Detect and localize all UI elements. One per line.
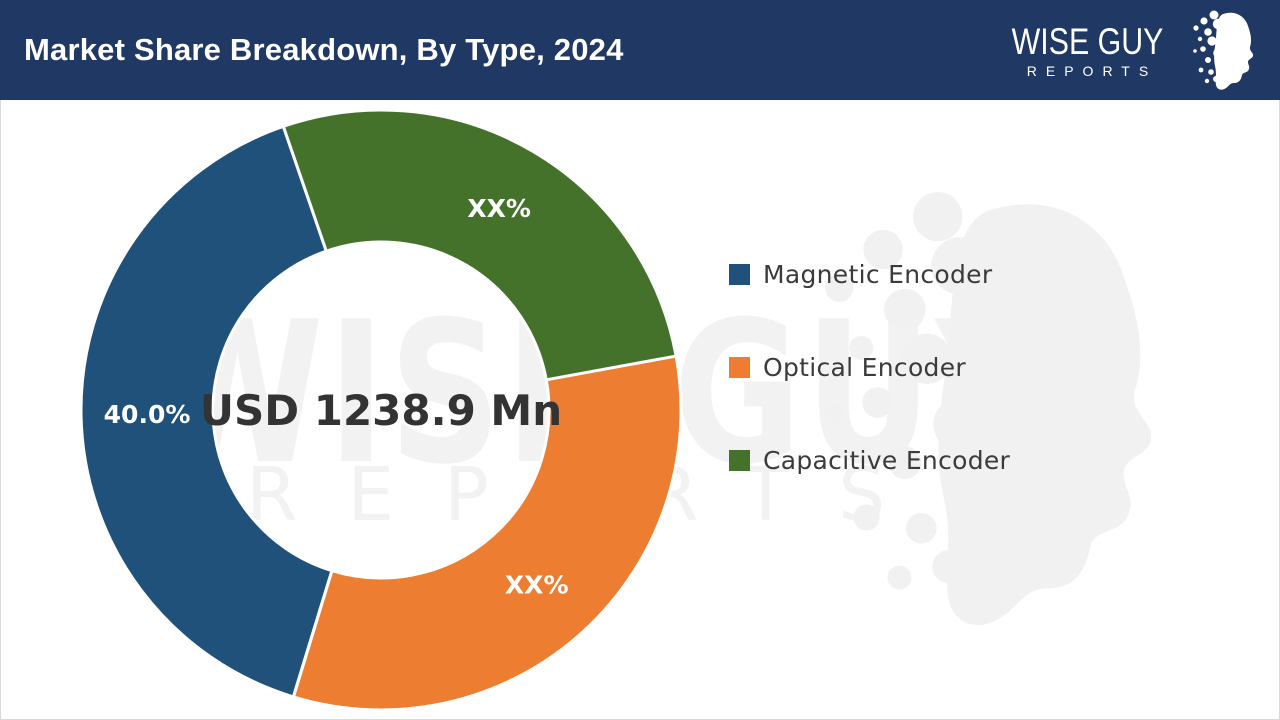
donut-slice-0 bbox=[79, 124, 334, 699]
legend-label: Optical Encoder bbox=[763, 353, 966, 382]
page-title: Market Share Breakdown, By Type, 2024 bbox=[24, 32, 624, 67]
wiseguy-face-icon bbox=[1193, 10, 1254, 90]
logo-name: WISE GUY bbox=[1011, 20, 1164, 62]
chart-area: WISE GUY REPORTS 40.0%XX%XX% USD 1238.9 … bbox=[0, 100, 1280, 720]
donut-slices: 40.0% XX% XX% bbox=[79, 108, 683, 712]
slice-value-label: XX% bbox=[505, 571, 569, 600]
legend-item-magnetic-encoder: Magnetic Encoder bbox=[729, 260, 1010, 289]
header-bar: Market Share Breakdown, By Type, 2024 WI… bbox=[0, 0, 1280, 100]
donut-slice-1 bbox=[291, 354, 683, 712]
donut-slice-2 bbox=[281, 108, 678, 382]
slice-value-label: 40.0% bbox=[104, 400, 191, 429]
legend-item-capacitive-encoder: Capacitive Encoder bbox=[729, 446, 1010, 475]
legend-item-optical-encoder: Optical Encoder bbox=[729, 353, 1010, 382]
donut-chart: 40.0% XX% XX% USD 1238.9 Mn bbox=[61, 100, 701, 719]
donut-chart-svg: 40.0% XX% XX% USD 1238.9 Mn bbox=[79, 108, 683, 712]
legend-swatch-green bbox=[729, 450, 750, 471]
legend-swatch-orange bbox=[729, 357, 750, 378]
legend-label: Capacitive Encoder bbox=[763, 446, 1011, 475]
wiseguy-logo: WISE GUY REPORTS bbox=[995, 8, 1254, 92]
chart-legend: Magnetic Encoder Optical Encoder Capacit… bbox=[729, 260, 1010, 475]
slice-value-label: XX% bbox=[467, 194, 531, 223]
legend-swatch-blue bbox=[729, 264, 750, 285]
legend-label: Magnetic Encoder bbox=[763, 260, 993, 289]
center-value-label: USD 1238.9 Mn bbox=[200, 386, 562, 435]
logo-subtitle: REPORTS bbox=[1026, 62, 1158, 79]
